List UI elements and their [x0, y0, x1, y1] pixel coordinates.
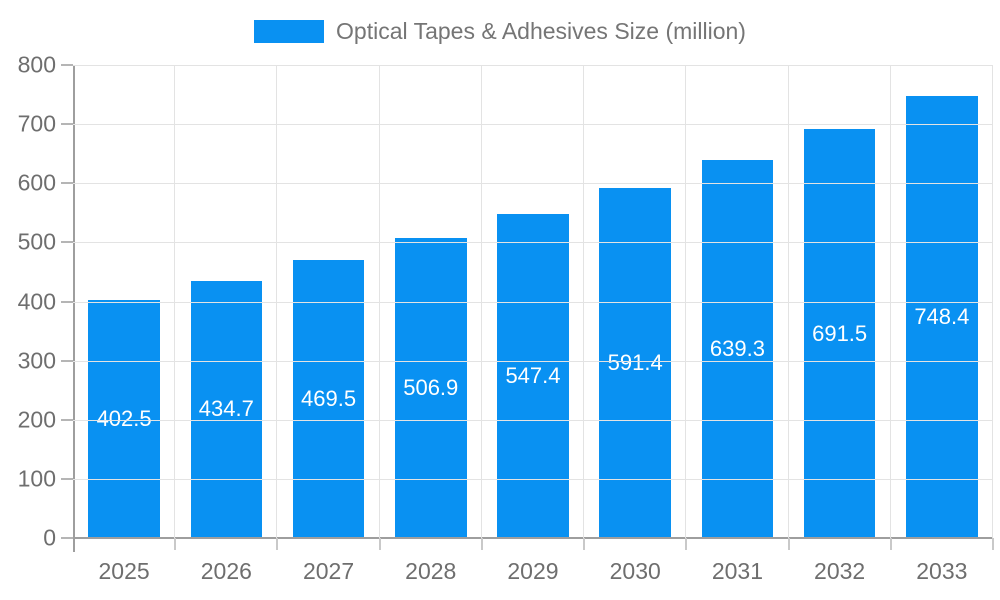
y-tick-label: 300: [17, 347, 56, 374]
y-tick: [61, 418, 73, 421]
bar-value-label: 639.3: [709, 336, 765, 361]
y-tick: [61, 537, 73, 539]
h-gridline: [73, 124, 993, 126]
x-tick-label: 2032: [814, 558, 866, 584]
v-gridline: [787, 65, 789, 538]
h-gridline: [73, 478, 993, 480]
x-tick: [992, 538, 994, 550]
x-tick-label: 2031: [711, 558, 763, 584]
bar-value-label: 591.4: [607, 350, 663, 376]
y-tick-label: 700: [17, 110, 56, 137]
y-tick: [61, 477, 73, 480]
x-tick: [787, 538, 790, 550]
x-axis-line: [73, 537, 993, 539]
bar-slot: 748.4: [891, 65, 993, 538]
bar-slot: 469.5: [277, 65, 379, 538]
bars-container: 402.5 434.7 469.5 506.9 547.4 591.4 639.3 691.5…: [73, 65, 993, 538]
bar-2031[interactable]: 639.3: [701, 160, 774, 538]
v-gridline: [685, 65, 687, 538]
y-tick-label: 500: [17, 228, 56, 255]
y-tick-label: 200: [17, 406, 56, 433]
bar-value-label: 402.5: [96, 406, 152, 432]
bar-2028[interactable]: 506.9: [394, 238, 467, 538]
x-tick-label: 2026: [200, 558, 252, 584]
v-gridline: [480, 65, 482, 538]
y-tick: [61, 182, 73, 185]
x-tick: [889, 538, 892, 550]
y-tick: [61, 123, 73, 126]
bar-slot: 506.9: [380, 65, 482, 538]
legend[interactable]: Optical Tapes & Adhesives Size (million): [0, 18, 1000, 45]
bar-value-label: 434.7: [198, 396, 254, 422]
y-tick-label: 100: [17, 465, 56, 492]
v-gridline: [378, 65, 380, 538]
y-axis-labels: 0 100 200 300 400 500 600 700 800: [0, 53, 56, 549]
h-gridline: [73, 301, 993, 303]
bar-slot: 639.3: [686, 65, 788, 538]
bar-2030[interactable]: 591.4: [599, 188, 671, 538]
y-axis-line: [73, 65, 75, 552]
x-tick-label: 2029: [507, 558, 559, 584]
x-tick: [685, 538, 688, 550]
bar-value-label: 691.5: [812, 320, 868, 346]
bar-value-label: 506.9: [403, 375, 459, 401]
plot-area: 402.5 434.7 469.5 506.9 547.4 591.4 639.3 691.5…: [61, 64, 994, 552]
v-gridline: [583, 65, 585, 538]
y-tick-label: 800: [17, 51, 56, 78]
h-gridline: [73, 242, 993, 244]
x-axis-labels: 2025 2026 2027 2028 2029 2030 2031 2032 2033: [73, 558, 993, 585]
y-tick: [61, 241, 73, 244]
v-gridline: [889, 65, 891, 538]
x-tick: [378, 538, 381, 550]
bar-2026[interactable]: 434.7: [190, 280, 263, 538]
x-tick-label: 2027: [302, 558, 355, 584]
v-gridline: [992, 65, 993, 538]
x-tick: [583, 538, 586, 550]
bar-2032[interactable]: 691.5: [803, 129, 876, 538]
h-gridline: [73, 419, 993, 421]
h-gridline: [73, 183, 993, 185]
bar-2027[interactable]: 469.5: [292, 260, 365, 538]
bar-value-label: 547.4: [505, 363, 561, 389]
x-tick-label: 2028: [405, 558, 457, 584]
bar-value-label: 469.5: [301, 386, 357, 412]
y-tick-label: 600: [17, 169, 56, 196]
y-tick: [61, 300, 73, 303]
x-tick: [480, 538, 483, 550]
legend-label: Optical Tapes & Adhesives Size (million): [336, 18, 746, 44]
x-tick-label: 2030: [609, 558, 661, 584]
bar-slot: 402.5: [73, 65, 175, 538]
v-gridline: [174, 65, 176, 538]
bar-value-label: 748.4: [914, 303, 970, 329]
bar-2033[interactable]: 748.4: [906, 95, 978, 538]
x-tick: [174, 538, 177, 550]
bar-slot: 547.4: [482, 65, 584, 538]
y-tick: [61, 359, 73, 362]
x-tick-label: 2033: [916, 558, 968, 584]
x-tick-label: 2025: [98, 558, 150, 584]
bar-slot: 691.5: [789, 65, 891, 538]
y-tick: [61, 64, 73, 66]
bar-2025[interactable]: 402.5: [88, 300, 160, 538]
legend-swatch: [254, 20, 325, 43]
h-gridline: [73, 360, 993, 362]
x-tick: [276, 538, 279, 550]
y-tick-label: 400: [17, 288, 56, 314]
v-gridline: [276, 65, 278, 538]
bar-2029[interactable]: 547.4: [497, 214, 569, 538]
h-gridline: [73, 65, 993, 66]
y-tick-label: 0: [43, 524, 56, 551]
bar-slot: 434.7: [175, 65, 277, 538]
